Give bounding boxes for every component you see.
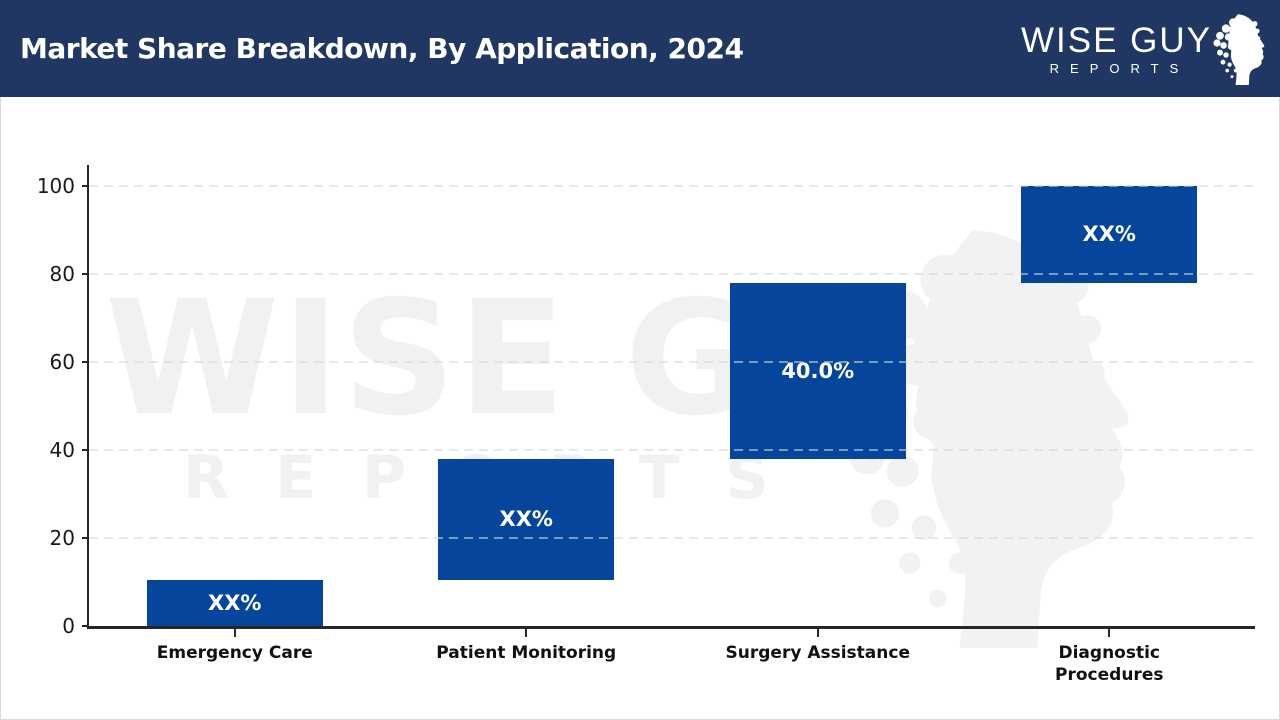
y-tick-label: 20: [49, 526, 75, 550]
y-tick-label: 60: [49, 350, 75, 374]
gridline-60: [89, 361, 1255, 363]
x-tick-patient-monitoring: [525, 629, 528, 637]
y-axis-spine: [87, 165, 89, 629]
bar-patient-monitoring: XX%: [438, 458, 615, 580]
y-tick-80: [82, 273, 89, 275]
x-tick-surgery-assistance: [816, 629, 819, 637]
x-tick-label-emergency-care: Emergency Care: [156, 643, 313, 663]
page-title: Market Share Breakdown, By Application, …: [20, 32, 744, 65]
bar-value-label: XX%: [208, 590, 262, 615]
x-tick-label-diagnostic-procedures: Diagnostic Procedures: [1055, 643, 1164, 685]
plot-area: XX% XX% 40.0% XX% 0 20 40 60 80 100 Emergency Care…: [1, 97, 1279, 719]
bar-value-label: XX%: [1082, 222, 1136, 247]
y-tick-label: 40: [49, 438, 75, 462]
y-tick-20: [82, 537, 89, 539]
y-tick-60: [82, 361, 89, 363]
chart-canvas: WISE GUY REPORTS XX%XX%40.0%XX%020406080…: [0, 97, 1280, 720]
logo-subtitle-text: REPORTS: [1049, 60, 1190, 76]
bar-emergency-care: XX%: [146, 579, 323, 626]
gridline-100: [89, 185, 1255, 187]
y-tick-label: 0: [62, 614, 75, 638]
wiseguy-logo: WISE GUY REPORTS: [1021, 8, 1274, 90]
x-tick-label-surgery-assistance: Surgery Assistance: [725, 643, 910, 663]
wiseguy-face-icon: [1213, 13, 1265, 85]
gridline-40: [89, 449, 1255, 451]
y-tick-label: 80: [49, 262, 75, 286]
y-tick-100: [82, 185, 89, 187]
bar-surgery-assistance: 40.0%: [729, 282, 906, 459]
y-tick-40: [82, 449, 89, 451]
gridline-80: [89, 273, 1255, 275]
x-tick-label-patient-monitoring: Patient Monitoring: [436, 643, 617, 663]
bar-diagnostic-procedures: XX%: [1021, 186, 1198, 283]
y-tick-0: [82, 625, 89, 627]
x-tick-emergency-care: [233, 629, 236, 637]
y-tick-label: 100: [36, 174, 75, 198]
x-axis-spine: [87, 626, 1255, 629]
logo-brand-text: WISE GUY: [1020, 20, 1212, 60]
bar-value-label: XX%: [499, 507, 553, 532]
logo-text: WISE GUY REPORTS: [1021, 23, 1212, 75]
header-bar: Market Share Breakdown, By Application, …: [0, 0, 1280, 97]
x-tick-diagnostic-procedures: [1108, 629, 1111, 637]
gridline-20: [89, 537, 1255, 539]
